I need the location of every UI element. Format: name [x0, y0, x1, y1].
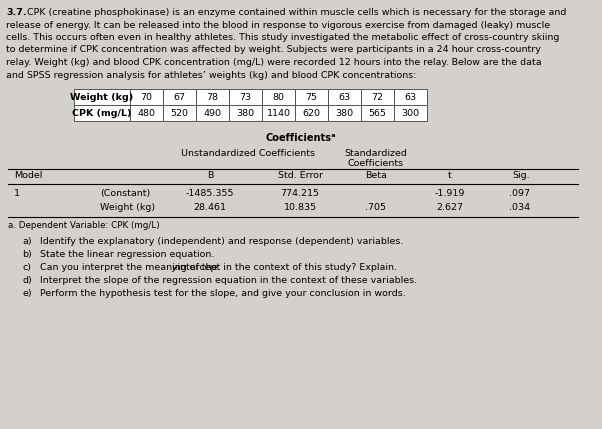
Text: Identify the explanatory (independent) and response (dependent) variables.: Identify the explanatory (independent) a…: [40, 237, 403, 246]
Bar: [163, 89, 196, 105]
Text: State the linear regression equation.: State the linear regression equation.: [40, 250, 214, 259]
Text: t: t: [448, 171, 452, 180]
Text: 300: 300: [402, 109, 420, 118]
Text: Perform the hypothesis test for the slope, and give your conclusion in words.: Perform the hypothesis test for the slop…: [40, 289, 406, 298]
Bar: [328, 89, 361, 105]
Text: 72: 72: [371, 93, 383, 102]
Text: 490: 490: [203, 109, 222, 118]
Bar: [394, 105, 427, 121]
Text: 774.215: 774.215: [281, 189, 320, 198]
Text: Weight (kg): Weight (kg): [70, 93, 134, 102]
Text: relay. Weight (kg) and blood CPK concentration (mg/L) were recorded 12 hours int: relay. Weight (kg) and blood CPK concent…: [6, 58, 542, 67]
Bar: [130, 89, 163, 105]
Text: CPK (creatine phosphokinase) is an enzyme contained within muscle cells which is: CPK (creatine phosphokinase) is an enzym…: [24, 8, 566, 17]
Text: Coefficientsᵃ: Coefficientsᵃ: [265, 133, 337, 143]
Text: B: B: [207, 171, 213, 180]
Text: d): d): [22, 276, 32, 285]
Text: Weight (kg): Weight (kg): [100, 203, 155, 212]
Bar: [295, 105, 328, 121]
Text: 67: 67: [173, 93, 185, 102]
Bar: [361, 105, 394, 121]
Text: Sig.: Sig.: [512, 171, 530, 180]
Text: Model: Model: [14, 171, 42, 180]
Text: -intercept in the context of this study? Explain.: -intercept in the context of this study?…: [175, 263, 397, 272]
Text: cells. This occurs often even in healthy athletes. This study investigated the m: cells. This occurs often even in healthy…: [6, 33, 559, 42]
Text: 1140: 1140: [267, 109, 291, 118]
Text: Unstandardized Coefficients: Unstandardized Coefficients: [181, 149, 315, 158]
Text: 380: 380: [237, 109, 255, 118]
Text: and SPSS regression analysis for athletes’ weights (kg) and blood CPK concentrat: and SPSS regression analysis for athlete…: [6, 70, 417, 79]
Text: 380: 380: [335, 109, 353, 118]
Text: 73: 73: [240, 93, 252, 102]
Text: e): e): [22, 289, 32, 298]
Text: Coefficients: Coefficients: [348, 159, 404, 168]
Text: a): a): [22, 237, 32, 246]
Text: 10.835: 10.835: [284, 203, 317, 212]
Text: release of energy. It can be released into the blood in response to vigorous exe: release of energy. It can be released in…: [6, 21, 550, 30]
Bar: [196, 105, 229, 121]
Text: 1: 1: [14, 189, 20, 198]
Text: 78: 78: [206, 93, 219, 102]
Text: 2.627: 2.627: [436, 203, 464, 212]
Text: 70: 70: [140, 93, 152, 102]
Text: -1.919: -1.919: [435, 189, 465, 198]
Text: 28.461: 28.461: [193, 203, 226, 212]
Text: .034: .034: [509, 203, 530, 212]
Text: -1485.355: -1485.355: [186, 189, 234, 198]
Bar: [196, 89, 229, 105]
Text: a. Dependent Variable: CPK (mg/L): a. Dependent Variable: CPK (mg/L): [8, 221, 160, 230]
Bar: [74, 89, 130, 105]
Text: Std. Error: Std. Error: [278, 171, 323, 180]
Text: 63: 63: [405, 93, 417, 102]
Text: 565: 565: [368, 109, 386, 118]
Text: (Constant): (Constant): [100, 189, 150, 198]
Text: c): c): [22, 263, 31, 272]
Text: 480: 480: [137, 109, 155, 118]
Text: 620: 620: [302, 109, 320, 118]
Text: Can you interpret the meaning of the: Can you interpret the meaning of the: [40, 263, 220, 272]
Text: Beta: Beta: [365, 171, 387, 180]
Text: .097: .097: [509, 189, 530, 198]
Bar: [163, 105, 196, 121]
Bar: [262, 105, 295, 121]
Bar: [394, 89, 427, 105]
Text: .705: .705: [365, 203, 386, 212]
Bar: [262, 89, 295, 105]
Bar: [74, 105, 130, 121]
Text: 3.7.: 3.7.: [6, 8, 26, 17]
Text: y: y: [171, 263, 176, 272]
Text: 80: 80: [273, 93, 285, 102]
Text: 75: 75: [305, 93, 317, 102]
Text: 63: 63: [338, 93, 350, 102]
Text: to determine if CPK concentration was affected by weight. Subjects were particip: to determine if CPK concentration was af…: [6, 45, 541, 54]
Bar: [130, 105, 163, 121]
Text: 520: 520: [170, 109, 188, 118]
Bar: [328, 105, 361, 121]
Bar: [295, 89, 328, 105]
Bar: [361, 89, 394, 105]
Text: Interpret the slope of the regression equation in the context of these variables: Interpret the slope of the regression eq…: [40, 276, 417, 285]
Text: Standardized: Standardized: [344, 149, 408, 158]
Bar: [229, 89, 262, 105]
Text: CPK (mg/L): CPK (mg/L): [72, 109, 132, 118]
Text: b): b): [22, 250, 32, 259]
Bar: [229, 105, 262, 121]
